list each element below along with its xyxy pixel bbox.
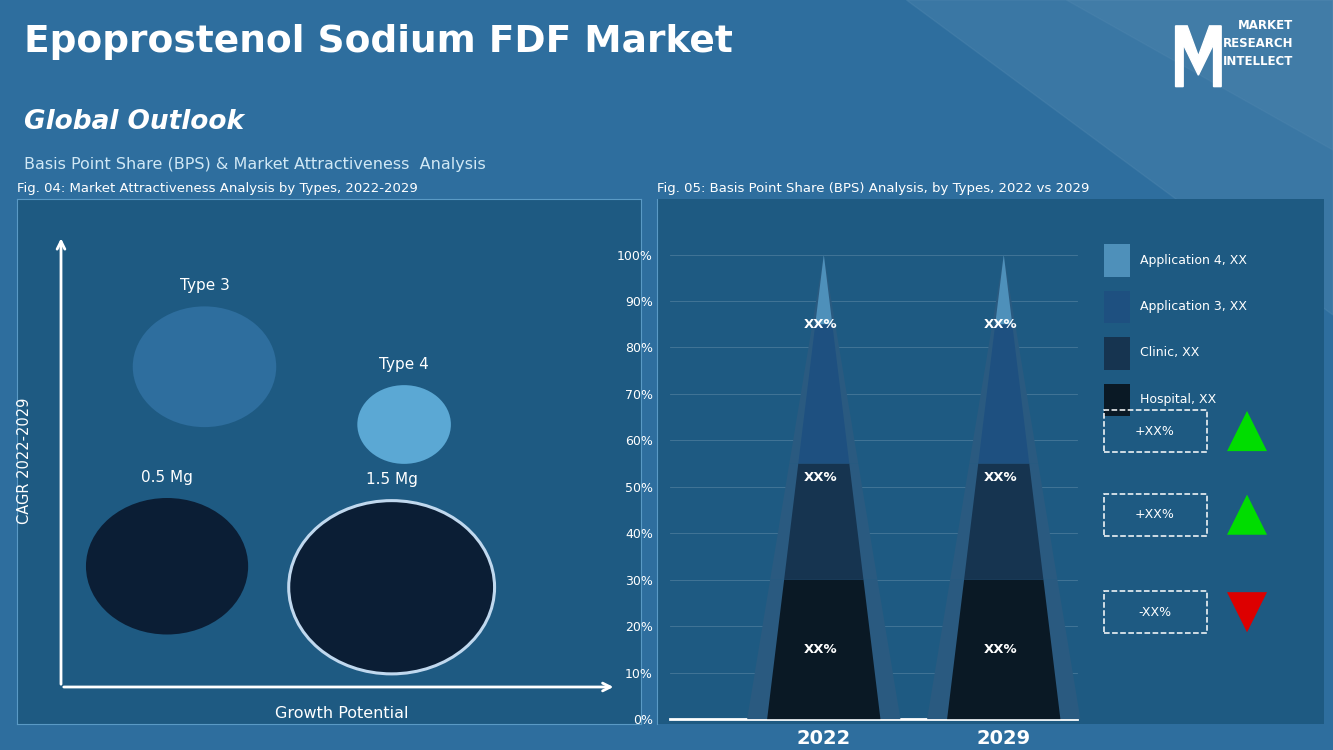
Polygon shape — [1066, 0, 1333, 150]
Polygon shape — [950, 464, 1057, 580]
Text: CAGR 2022-2029: CAGR 2022-2029 — [17, 398, 32, 524]
Text: Global Outlook: Global Outlook — [24, 109, 244, 135]
Polygon shape — [816, 254, 832, 324]
Polygon shape — [906, 0, 1333, 315]
Polygon shape — [964, 464, 1044, 580]
Text: Growth Potential: Growth Potential — [275, 706, 408, 722]
Polygon shape — [978, 324, 1029, 464]
Polygon shape — [992, 254, 1016, 324]
Text: +XX%: +XX% — [1136, 424, 1174, 437]
Text: Application 4, XX: Application 4, XX — [1141, 254, 1248, 266]
Text: XX%: XX% — [984, 318, 1017, 331]
FancyBboxPatch shape — [1104, 244, 1130, 277]
Circle shape — [289, 501, 495, 674]
FancyBboxPatch shape — [1104, 384, 1130, 416]
Polygon shape — [768, 580, 881, 719]
Polygon shape — [1226, 411, 1268, 451]
Text: -XX%: -XX% — [1138, 606, 1172, 619]
Text: +XX%: +XX% — [1136, 509, 1174, 521]
Polygon shape — [996, 254, 1012, 324]
Text: XX%: XX% — [804, 471, 837, 484]
Text: Type 4: Type 4 — [379, 357, 429, 372]
Polygon shape — [784, 464, 864, 580]
Polygon shape — [812, 254, 836, 324]
Circle shape — [85, 498, 248, 634]
Text: Type 3: Type 3 — [180, 278, 229, 293]
Polygon shape — [948, 580, 1061, 719]
Polygon shape — [748, 580, 901, 719]
Text: MARKET
RESEARCH
INTELLECT: MARKET RESEARCH INTELLECT — [1222, 19, 1293, 68]
Text: XX%: XX% — [804, 643, 837, 656]
Text: Application 3, XX: Application 3, XX — [1141, 300, 1248, 313]
Text: 1.5 Mg: 1.5 Mg — [365, 472, 417, 488]
Polygon shape — [969, 324, 1038, 464]
Text: XX%: XX% — [804, 318, 837, 331]
Polygon shape — [1176, 26, 1221, 87]
Polygon shape — [798, 324, 849, 464]
Circle shape — [133, 306, 276, 428]
Text: Basis Point Share (BPS) & Market Attractiveness  Analysis: Basis Point Share (BPS) & Market Attract… — [24, 158, 485, 172]
FancyBboxPatch shape — [1104, 338, 1130, 370]
Text: XX%: XX% — [984, 643, 1017, 656]
Text: Epoprostenol Sodium FDF Market: Epoprostenol Sodium FDF Market — [24, 24, 733, 60]
Polygon shape — [789, 324, 858, 464]
Text: Fig. 05: Basis Point Share (BPS) Analysis, by Types, 2022 vs 2029: Fig. 05: Basis Point Share (BPS) Analysi… — [657, 182, 1089, 195]
FancyBboxPatch shape — [1104, 291, 1130, 323]
Polygon shape — [770, 464, 877, 580]
Circle shape — [357, 386, 451, 464]
Polygon shape — [928, 580, 1081, 719]
Polygon shape — [1226, 592, 1268, 632]
Polygon shape — [1226, 494, 1268, 535]
Text: Hospital, XX: Hospital, XX — [1141, 393, 1217, 406]
Text: Fig. 04: Market Attractiveness Analysis by Types, 2022-2029: Fig. 04: Market Attractiveness Analysis … — [17, 182, 419, 195]
Text: Clinic, XX: Clinic, XX — [1141, 346, 1200, 359]
Text: 0.5 Mg: 0.5 Mg — [141, 470, 193, 485]
Text: XX%: XX% — [984, 471, 1017, 484]
